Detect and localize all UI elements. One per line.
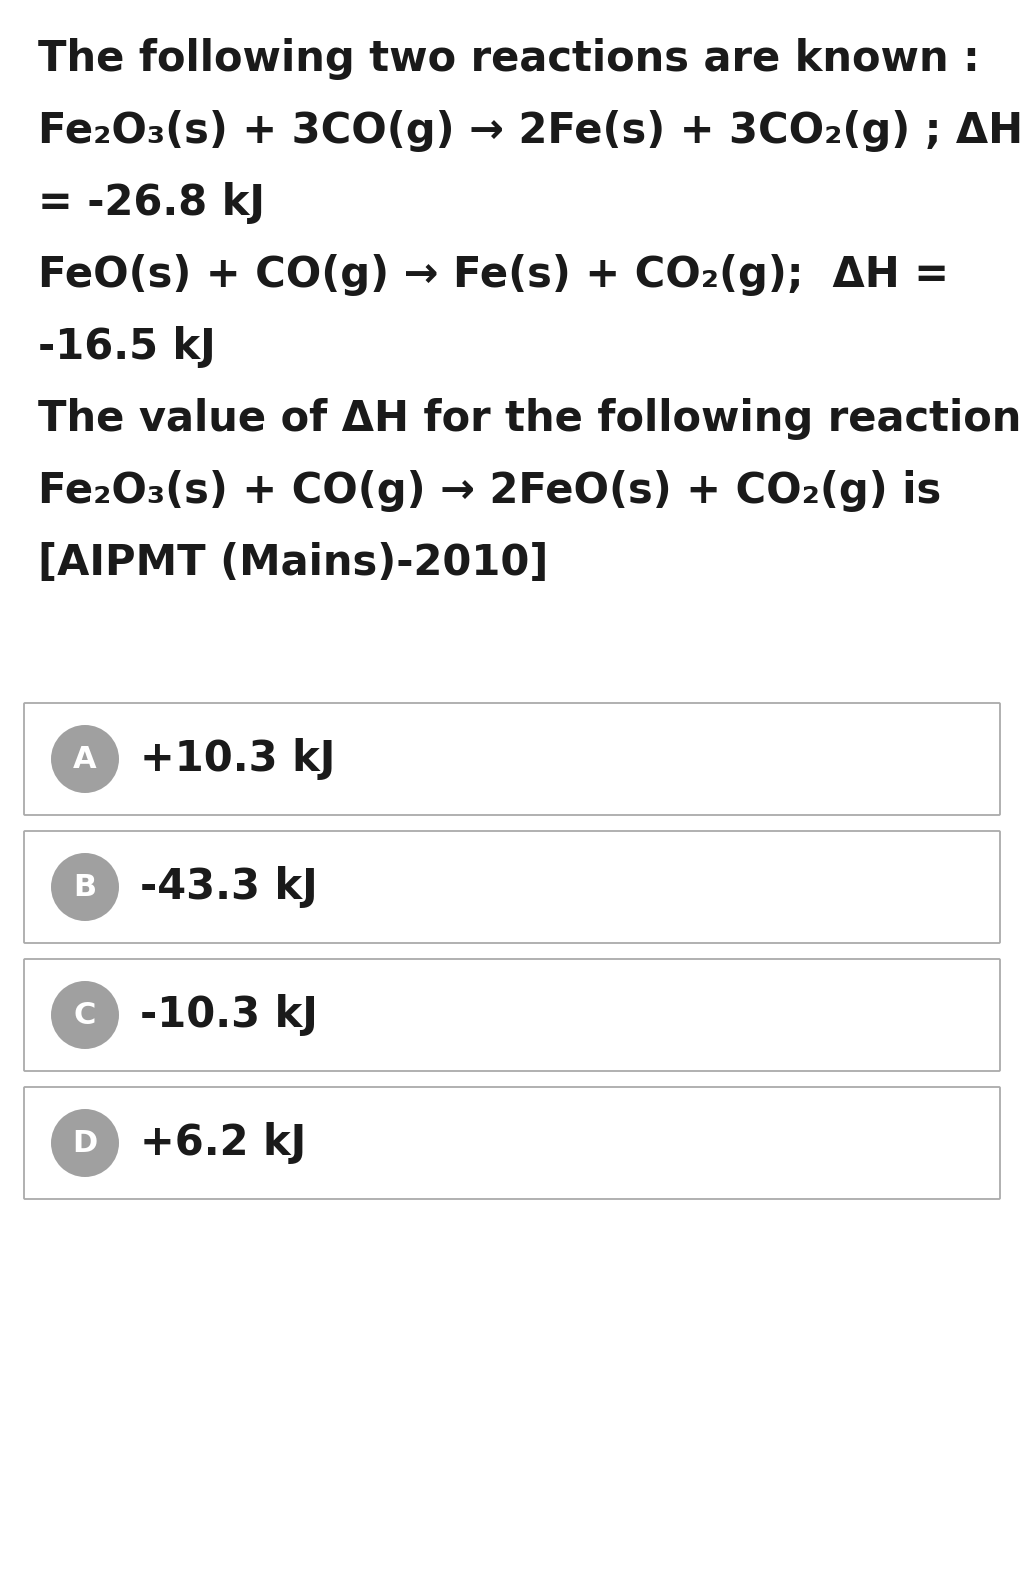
Text: +6.2 kJ: +6.2 kJ (140, 1122, 306, 1165)
Text: The value of ΔH for the following reaction: The value of ΔH for the following reacti… (38, 398, 1021, 441)
Text: The following two reactions are known :: The following two reactions are known : (38, 38, 980, 80)
Text: -43.3 kJ: -43.3 kJ (140, 866, 317, 908)
Text: = -26.8 kJ: = -26.8 kJ (38, 183, 265, 224)
Text: A: A (73, 745, 97, 773)
Text: FeO(s) + CO(g) → Fe(s) + CO₂(g);  ΔH =: FeO(s) + CO(g) → Fe(s) + CO₂(g); ΔH = (38, 253, 949, 296)
Circle shape (51, 853, 119, 921)
Text: -10.3 kJ: -10.3 kJ (140, 995, 317, 1036)
FancyBboxPatch shape (24, 1088, 1000, 1199)
Text: D: D (73, 1129, 97, 1157)
FancyBboxPatch shape (24, 704, 1000, 815)
Text: Fe₂O₃(s) + CO(g) → 2FeO(s) + CO₂(g) is: Fe₂O₃(s) + CO(g) → 2FeO(s) + CO₂(g) is (38, 471, 941, 512)
Text: C: C (74, 1001, 96, 1029)
Text: Fe₂O₃(s) + 3CO(g) → 2Fe(s) + 3CO₂(g) ; ΔH: Fe₂O₃(s) + 3CO(g) → 2Fe(s) + 3CO₂(g) ; Δ… (38, 110, 1023, 153)
FancyBboxPatch shape (24, 831, 1000, 943)
Text: [AIPMT (Mains)-2010]: [AIPMT (Mains)-2010] (38, 541, 549, 584)
Circle shape (51, 1110, 119, 1177)
Text: +10.3 kJ: +10.3 kJ (140, 738, 336, 781)
Text: B: B (74, 872, 96, 902)
Circle shape (51, 981, 119, 1048)
Circle shape (51, 726, 119, 793)
FancyBboxPatch shape (24, 959, 1000, 1070)
Text: -16.5 kJ: -16.5 kJ (38, 326, 216, 368)
